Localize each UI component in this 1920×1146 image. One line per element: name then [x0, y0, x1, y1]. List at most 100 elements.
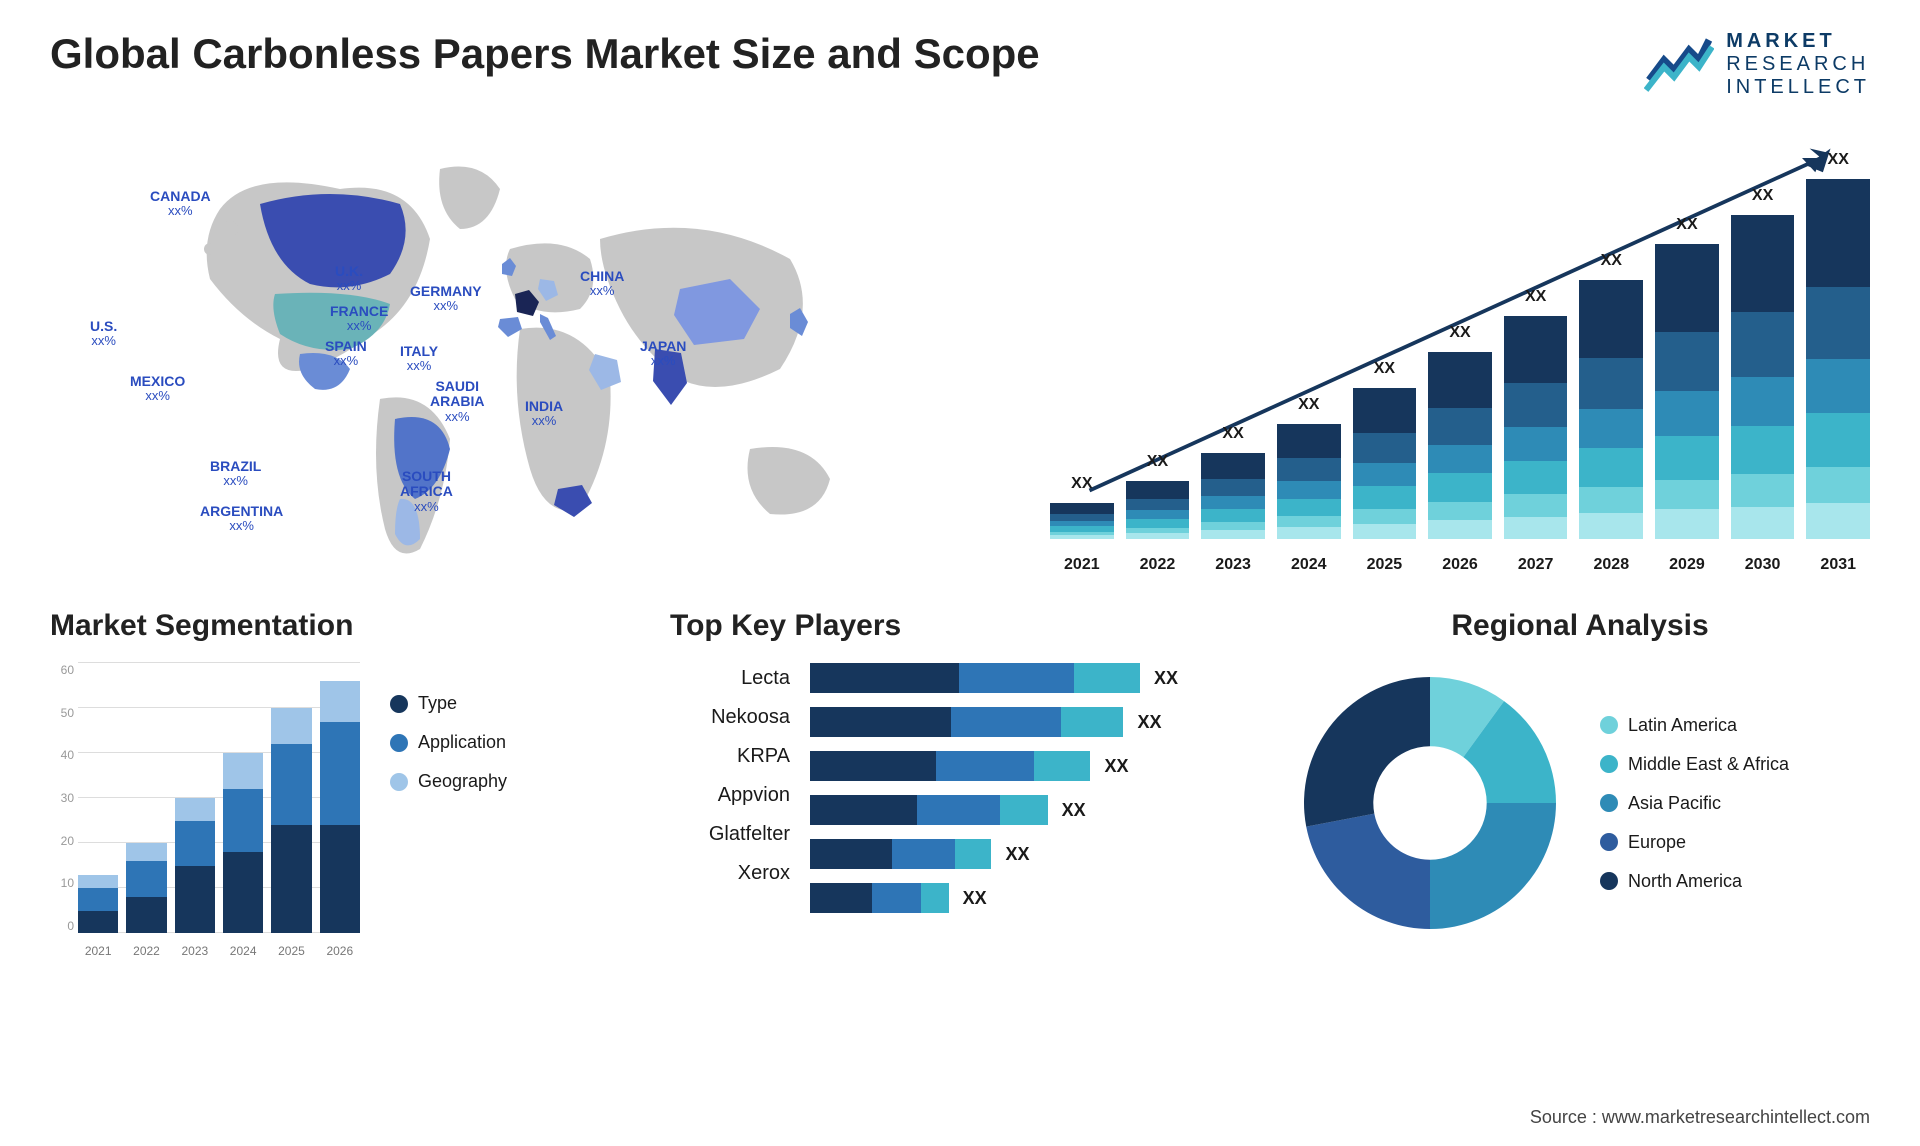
logo-line1: MARKET	[1726, 30, 1870, 53]
seg-bar	[223, 753, 263, 933]
growth-bar-segment	[1579, 448, 1643, 487]
player-bar-segment	[1000, 795, 1048, 825]
growth-bar-segment	[1428, 445, 1492, 473]
segmentation-plot: 0102030405060 202120222023202420252026	[50, 663, 360, 963]
seg-ytick: 40	[50, 748, 74, 762]
growth-bar-segment	[1050, 535, 1114, 539]
player-bar	[810, 883, 949, 913]
player-bar-segment	[810, 883, 872, 913]
growth-bar-segment	[1126, 510, 1190, 519]
key-players-section: Top Key Players LectaNekoosaKRPAAppvionG…	[670, 609, 1250, 963]
seg-ytick: 60	[50, 663, 74, 677]
map-label: JAPANxx%	[640, 339, 686, 369]
seg-bar-segment	[175, 821, 215, 866]
donut-slice	[1304, 677, 1430, 827]
player-name: KRPA	[670, 745, 790, 768]
growth-xtick: 2024	[1277, 556, 1341, 574]
player-bar-segment	[810, 751, 936, 781]
seg-ytick: 30	[50, 791, 74, 805]
growth-xtick: 2022	[1126, 556, 1190, 574]
growth-bar-segment	[1201, 479, 1265, 496]
seg-bar-segment	[271, 708, 311, 744]
legend-dot-icon	[1600, 755, 1618, 773]
growth-xtick: 2029	[1655, 556, 1719, 574]
growth-bar-label: XX	[1428, 324, 1492, 342]
legend-label: Europe	[1628, 832, 1686, 853]
growth-bar-segment	[1277, 424, 1341, 459]
growth-bar-label: XX	[1277, 396, 1341, 414]
player-bar-segment	[917, 795, 1000, 825]
growth-bar-segment	[1806, 359, 1870, 413]
growth-bar: XX	[1201, 453, 1265, 539]
player-value: XX	[1138, 712, 1162, 733]
growth-bar: XX	[1579, 280, 1643, 539]
segmentation-chart: 0102030405060 202120222023202420252026 T…	[50, 663, 630, 963]
growth-bar-segment	[1655, 332, 1719, 391]
seg-bar-segment	[78, 911, 118, 934]
legend-label: Latin America	[1628, 715, 1737, 736]
growth-bar-segment	[1806, 413, 1870, 467]
player-value: XX	[1006, 844, 1030, 865]
map-label: CANADAxx%	[150, 189, 211, 219]
regional-donut	[1290, 663, 1570, 943]
growth-bar-label: XX	[1050, 475, 1114, 493]
player-value: XX	[1062, 800, 1086, 821]
player-bar	[810, 751, 1091, 781]
growth-bar-segment	[1806, 179, 1870, 287]
regional-title: Regional Analysis	[1290, 609, 1870, 643]
legend-label: Application	[418, 732, 506, 753]
map-label: SPAINxx%	[325, 339, 367, 369]
regional-chart: Latin AmericaMiddle East & AfricaAsia Pa…	[1290, 663, 1870, 943]
growth-bar-segment	[1277, 499, 1341, 516]
seg-bar-segment	[78, 888, 118, 911]
growth-bar-segment	[1655, 244, 1719, 333]
growth-xtick: 2023	[1201, 556, 1265, 574]
player-name: Glatfelter	[670, 823, 790, 846]
donut-slice	[1306, 814, 1430, 929]
seg-bar-segment	[175, 798, 215, 821]
donut-slice	[1430, 803, 1556, 929]
player-bar-segment	[810, 707, 951, 737]
logo-text: MARKET RESEARCH INTELLECT	[1726, 30, 1870, 99]
player-bar-row: XX	[810, 663, 1250, 693]
map-label: U.K.xx%	[335, 264, 363, 294]
legend-item: Middle East & Africa	[1600, 754, 1789, 775]
map-label: ARGENTINAxx%	[200, 504, 283, 534]
seg-ytick: 20	[50, 834, 74, 848]
growth-bar-segment	[1201, 509, 1265, 522]
growth-bar: XX	[1731, 215, 1795, 539]
growth-bar-segment	[1731, 312, 1795, 377]
map-label: U.S.xx%	[90, 319, 117, 349]
growth-bar-segment	[1504, 494, 1568, 516]
player-bar-row: XX	[810, 795, 1250, 825]
growth-xaxis: 2021202220232024202520262027202820292030…	[1050, 556, 1870, 574]
legend-dot-icon	[1600, 794, 1618, 812]
growth-bar-segment	[1504, 316, 1568, 383]
growth-xtick: 2025	[1353, 556, 1417, 574]
player-name: Nekoosa	[670, 706, 790, 729]
growth-bar: XX	[1050, 503, 1114, 539]
map-label: INDIAxx%	[525, 399, 563, 429]
header: Global Carbonless Papers Market Size and…	[50, 30, 1870, 99]
seg-bar-segment	[271, 825, 311, 933]
growth-bar-segment	[1201, 530, 1265, 539]
player-bar-segment	[810, 663, 959, 693]
growth-xtick: 2031	[1806, 556, 1870, 574]
map-label: GERMANYxx%	[410, 284, 482, 314]
player-bar	[810, 795, 1048, 825]
growth-bar-segment	[1277, 527, 1341, 539]
seg-ytick: 0	[50, 919, 74, 933]
growth-bar-segment	[1579, 487, 1643, 513]
player-bar-row: XX	[810, 751, 1250, 781]
player-bar	[810, 839, 992, 869]
growth-bar-segment	[1731, 377, 1795, 426]
growth-bar-segment	[1655, 480, 1719, 510]
player-name: Lecta	[670, 667, 790, 690]
growth-chart: XXXXXXXXXXXXXXXXXXXXXX 20212022202320242…	[1050, 119, 1870, 579]
legend-item: Latin America	[1600, 715, 1789, 736]
legend-item: Europe	[1600, 832, 1789, 853]
world-map-panel: CANADAxx%U.S.xx%MEXICOxx%BRAZILxx%ARGENT…	[50, 119, 1010, 579]
main-row: CANADAxx%U.S.xx%MEXICOxx%BRAZILxx%ARGENT…	[50, 119, 1870, 579]
growth-bar: XX	[1655, 244, 1719, 539]
growth-bar-segment	[1201, 522, 1265, 531]
